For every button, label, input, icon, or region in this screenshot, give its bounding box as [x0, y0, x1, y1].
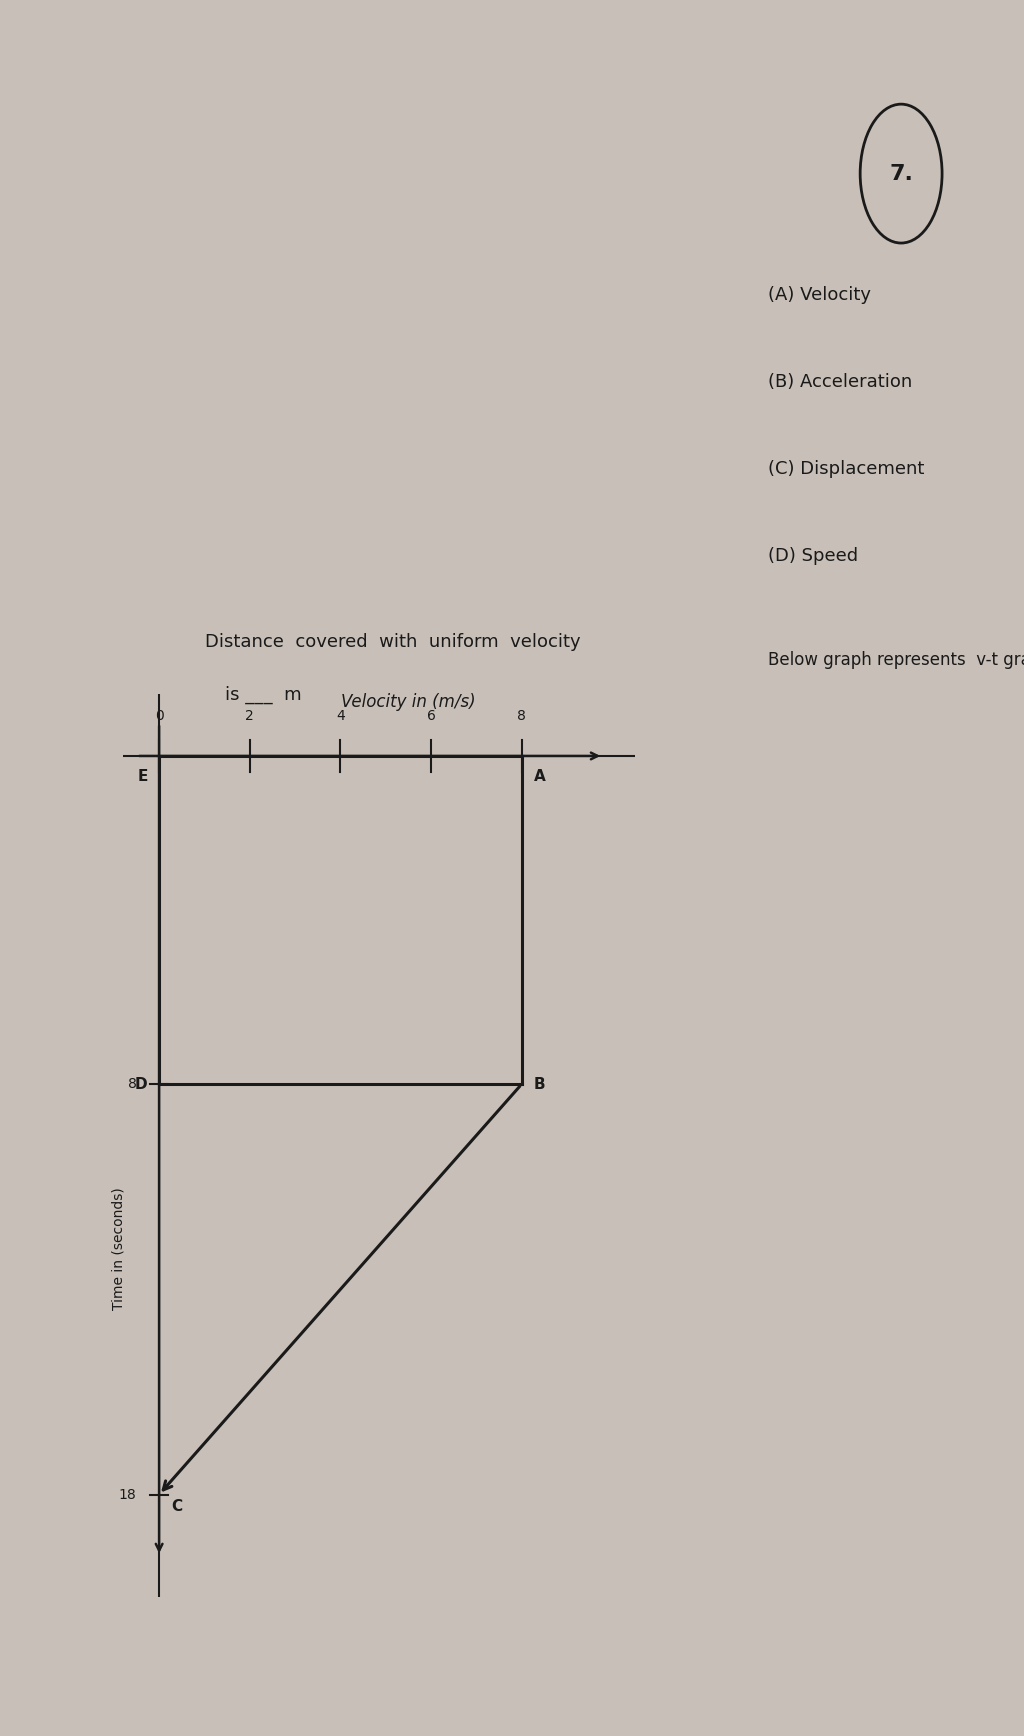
Text: 0: 0: [155, 708, 164, 724]
Text: is ___  m: is ___ m: [225, 686, 302, 703]
Text: B: B: [534, 1076, 546, 1092]
Text: E: E: [138, 769, 148, 785]
Text: D: D: [135, 1076, 147, 1092]
Text: 8: 8: [517, 708, 526, 724]
Text: 6: 6: [427, 708, 435, 724]
Text: (C) Displacement: (C) Displacement: [768, 460, 925, 477]
Text: A: A: [534, 769, 546, 785]
Text: 18: 18: [119, 1488, 136, 1502]
Text: Below graph represents  v-t graph of a cyclist: Below graph represents v-t graph of a cy…: [768, 651, 1024, 668]
Text: 4: 4: [336, 708, 345, 724]
Text: Time in (seconds): Time in (seconds): [112, 1187, 125, 1309]
Text: (A) Velocity: (A) Velocity: [768, 286, 871, 304]
Text: Velocity in (m/s): Velocity in (m/s): [341, 693, 475, 710]
Text: 2: 2: [246, 708, 254, 724]
Text: (D) Speed: (D) Speed: [768, 547, 858, 564]
Text: 8: 8: [128, 1078, 136, 1092]
Text: Distance  covered  with  uniform  velocity: Distance covered with uniform velocity: [205, 634, 581, 651]
Text: 7.: 7.: [889, 163, 913, 184]
Text: C: C: [172, 1500, 183, 1514]
Text: (B) Acceleration: (B) Acceleration: [768, 373, 912, 391]
